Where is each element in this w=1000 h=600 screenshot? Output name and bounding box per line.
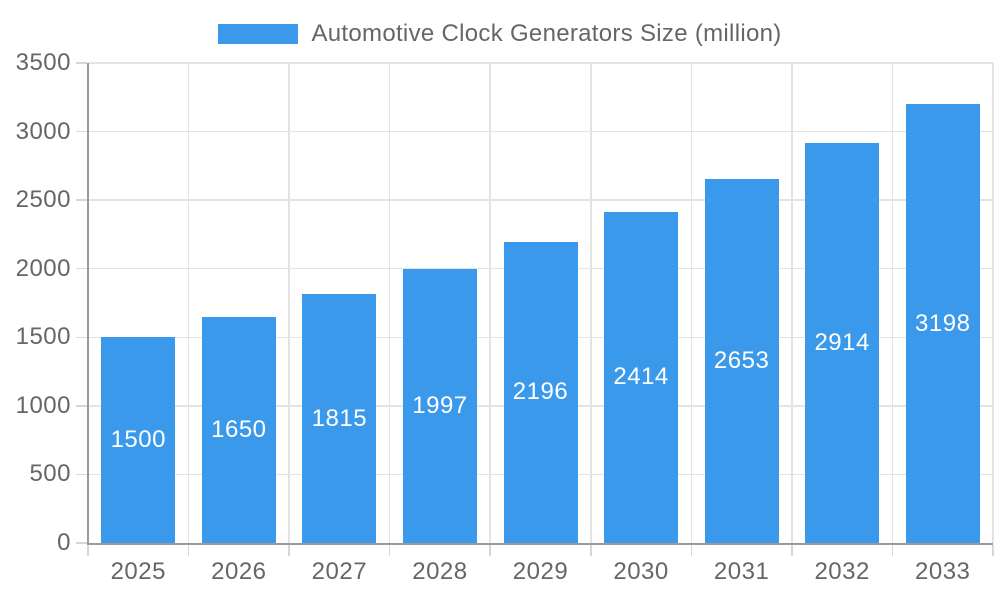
x-axis-tick bbox=[288, 545, 290, 556]
y-axis-tick bbox=[76, 473, 87, 476]
y-axis-tick bbox=[76, 199, 87, 201]
bar-value-label: 1500 bbox=[110, 426, 166, 454]
x-axis-label: 2026 bbox=[211, 558, 267, 585]
bar bbox=[302, 294, 377, 543]
bar bbox=[704, 179, 779, 543]
x-axis-tick bbox=[590, 545, 592, 556]
y-axis-tick bbox=[76, 62, 87, 64]
gridline-vertical bbox=[891, 63, 894, 543]
y-axis-label: 2500 bbox=[15, 186, 71, 214]
y-axis-tick bbox=[76, 267, 87, 270]
y-axis-tick bbox=[76, 405, 87, 407]
bar bbox=[201, 316, 276, 543]
gridline-vertical bbox=[992, 63, 994, 543]
gridline-vertical bbox=[690, 63, 693, 543]
bar bbox=[101, 337, 176, 543]
bar bbox=[503, 241, 578, 543]
x-axis-label: 2032 bbox=[814, 558, 870, 585]
gridline-vertical bbox=[791, 63, 793, 543]
bar bbox=[805, 143, 880, 543]
x-axis-label: 2029 bbox=[512, 558, 569, 585]
gridline-vertical bbox=[590, 63, 592, 543]
x-axis-label: 2027 bbox=[311, 558, 368, 585]
bar-value-label: 1815 bbox=[311, 404, 368, 432]
y-axis-label: 500 bbox=[29, 460, 71, 488]
x-axis-tick bbox=[690, 545, 693, 556]
y-axis-label: 3000 bbox=[15, 117, 71, 145]
x-axis-tick bbox=[992, 545, 994, 556]
bar bbox=[402, 269, 477, 543]
x-axis-label: 2030 bbox=[613, 558, 669, 585]
x-axis-tick bbox=[388, 545, 391, 556]
legend-item[interactable]: Automotive Clock Generators Size (millio… bbox=[0, 20, 1000, 48]
legend-swatch bbox=[218, 24, 299, 44]
gridline-vertical bbox=[489, 63, 491, 543]
bar bbox=[905, 104, 980, 543]
gridline-horizontal bbox=[88, 62, 993, 64]
x-axis-label: 2031 bbox=[713, 558, 770, 585]
x-axis-tick bbox=[791, 545, 793, 556]
y-axis-tick bbox=[76, 130, 87, 133]
y-axis-tick bbox=[76, 336, 87, 339]
gridline-horizontal bbox=[88, 199, 993, 201]
bar-value-label: 1997 bbox=[412, 392, 468, 420]
x-axis-tick bbox=[891, 545, 894, 556]
y-axis-label: 1000 bbox=[15, 391, 71, 419]
x-axis-label: 2028 bbox=[412, 558, 468, 585]
gridline-vertical bbox=[288, 63, 290, 543]
x-axis-label: 2033 bbox=[915, 558, 971, 585]
x-axis-tick bbox=[87, 545, 89, 556]
gridline-vertical bbox=[187, 63, 190, 543]
x-axis-label: 2025 bbox=[110, 558, 166, 585]
bar bbox=[604, 211, 679, 543]
bar-value-label: 2196 bbox=[512, 378, 569, 406]
y-axis-line bbox=[86, 63, 89, 545]
y-axis-label: 3500 bbox=[15, 49, 71, 76]
x-axis-line bbox=[86, 543, 993, 545]
gridline-horizontal bbox=[88, 130, 993, 133]
bar-value-label: 3198 bbox=[915, 309, 971, 337]
y-axis-label: 1500 bbox=[15, 323, 71, 351]
bar-value-label: 1650 bbox=[211, 415, 267, 443]
gridline-vertical bbox=[388, 63, 391, 543]
legend-label: Automotive Clock Generators Size (millio… bbox=[311, 20, 782, 47]
x-axis-tick bbox=[187, 545, 190, 556]
x-axis-tick bbox=[489, 545, 491, 556]
y-axis-label: 0 bbox=[57, 529, 71, 556]
bar-value-label: 2653 bbox=[713, 347, 770, 375]
y-axis-label: 2000 bbox=[15, 254, 71, 282]
bar-value-label: 2914 bbox=[814, 329, 870, 357]
y-axis-tick bbox=[76, 542, 87, 544]
bar-value-label: 2414 bbox=[613, 363, 669, 391]
